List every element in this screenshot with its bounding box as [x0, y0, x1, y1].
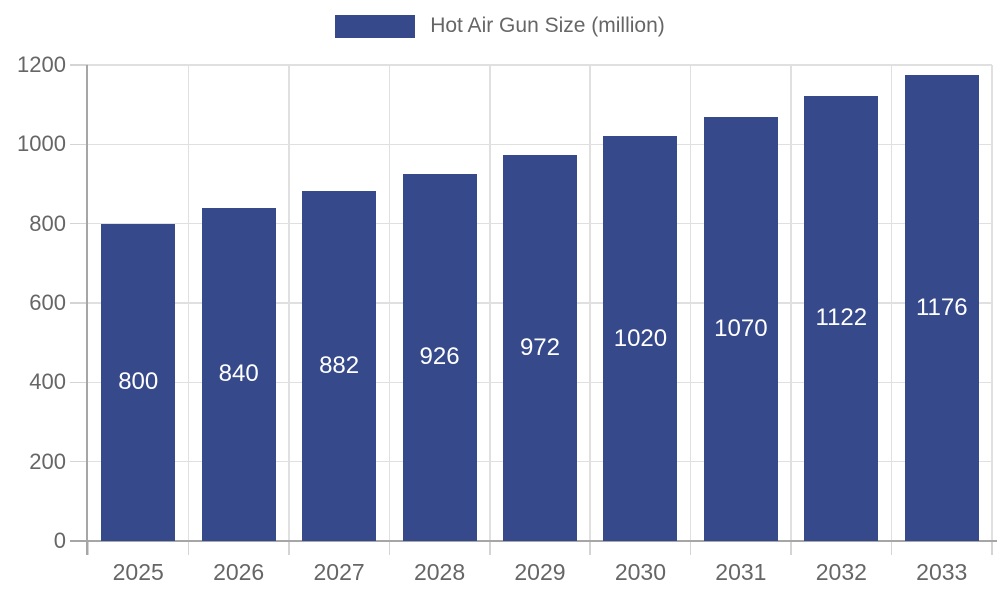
y-axis-tick	[70, 222, 88, 225]
x-gridline	[187, 65, 190, 541]
bar-value-label: 840	[218, 360, 259, 388]
x-axis-tick	[790, 541, 792, 555]
x-axis-tick	[991, 541, 993, 555]
bar-value-label: 1020	[613, 324, 668, 352]
y-axis-tick-label: 400	[29, 369, 66, 395]
bar-2030	[603, 136, 678, 541]
y-axis-line	[86, 65, 88, 555]
x-axis-tick	[187, 541, 190, 555]
x-axis-tick	[87, 541, 89, 555]
x-gridline	[991, 65, 993, 541]
y-axis-tick	[70, 143, 88, 146]
bar-value-label: 1122	[815, 304, 868, 332]
x-gridline	[388, 65, 391, 541]
x-gridline	[689, 65, 692, 541]
chart-legend[interactable]: Hot Air Gun Size (million)	[0, 14, 1000, 38]
x-gridline	[589, 65, 591, 541]
bar-2025	[101, 223, 176, 541]
legend-label: Hot Air Gun Size (million)	[430, 14, 665, 37]
y-axis-tick-label: 800	[29, 210, 66, 236]
y-axis-tick	[70, 302, 88, 304]
bar-value-label: 926	[419, 343, 460, 371]
y-axis-tick-label: 600	[29, 290, 66, 315]
x-gridline	[790, 65, 792, 541]
bar-value-label: 800	[118, 368, 159, 396]
x-axis-tick-label: 2027	[313, 559, 365, 585]
x-axis-tick	[890, 541, 893, 555]
x-axis-tick	[388, 541, 391, 555]
y-axis-tick-label: 1000	[17, 131, 66, 157]
x-axis-tick-label: 2026	[213, 559, 265, 585]
bar-value-label: 972	[519, 334, 560, 362]
bar-value-label: 1070	[714, 314, 768, 342]
x-axis-tick	[288, 541, 290, 555]
x-gridline	[890, 65, 893, 541]
bar-2033	[904, 74, 979, 541]
y-axis-tick-label: 0	[53, 528, 66, 553]
x-axis-tick-label: 2030	[614, 559, 667, 585]
y-axis-tick	[70, 381, 88, 384]
x-axis-tick	[689, 541, 692, 555]
x-axis-line	[70, 540, 997, 542]
legend-swatch	[335, 14, 416, 38]
bar-2028	[402, 173, 477, 541]
y-axis-tick-label: 200	[29, 448, 66, 474]
bar-2027	[302, 191, 377, 541]
x-axis-tick	[589, 541, 591, 555]
x-axis-tick-label: 2031	[715, 559, 767, 585]
y-gridline	[88, 64, 992, 66]
y-axis-tick	[70, 64, 88, 66]
x-axis-tick-label: 2025	[112, 559, 164, 585]
x-axis-tick-label: 2033	[916, 559, 968, 585]
x-axis-tick-label: 2032	[815, 559, 867, 585]
x-gridline	[489, 65, 491, 541]
bar-2031	[703, 116, 778, 541]
bar-value-label: 1176	[915, 293, 968, 321]
y-gridline	[88, 143, 992, 146]
y-axis-tick-label: 1200	[17, 52, 66, 77]
x-axis-tick-label: 2028	[413, 559, 466, 585]
x-gridline	[288, 65, 290, 541]
y-axis-tick	[70, 460, 88, 463]
bar-2026	[201, 207, 276, 541]
bar-2032	[804, 95, 879, 541]
bar-value-label: 882	[319, 352, 360, 380]
x-axis-tick-label: 2029	[514, 559, 566, 585]
x-axis-tick	[489, 541, 491, 555]
bar-2029	[503, 155, 577, 541]
